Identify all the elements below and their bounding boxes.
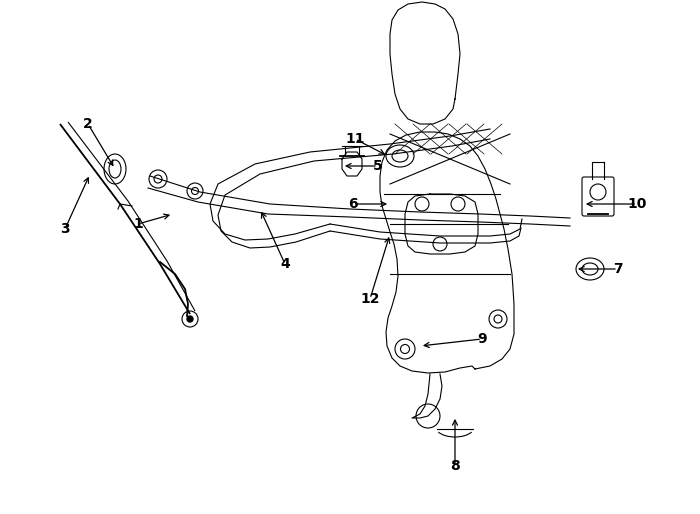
Text: 1: 1 — [133, 217, 143, 231]
Text: 9: 9 — [477, 332, 486, 346]
Text: 11: 11 — [345, 132, 365, 146]
Text: 3: 3 — [60, 222, 70, 236]
Polygon shape — [342, 152, 362, 176]
Text: 2: 2 — [83, 117, 93, 131]
Text: 5: 5 — [373, 159, 383, 173]
Circle shape — [187, 316, 193, 322]
Text: 8: 8 — [450, 459, 460, 473]
Text: 10: 10 — [627, 197, 647, 211]
Text: 6: 6 — [348, 197, 358, 211]
Text: 4: 4 — [280, 257, 290, 271]
Text: 12: 12 — [360, 292, 379, 306]
Text: 7: 7 — [613, 262, 623, 276]
